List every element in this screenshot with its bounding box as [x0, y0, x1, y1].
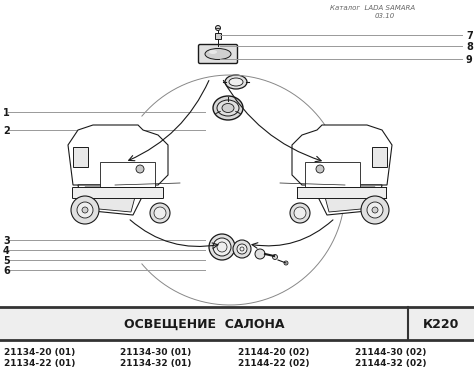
Text: 4: 4: [3, 246, 10, 256]
Circle shape: [77, 202, 93, 218]
Circle shape: [294, 207, 306, 219]
Circle shape: [209, 234, 235, 260]
Text: 21144-20 (02): 21144-20 (02): [238, 348, 310, 357]
Ellipse shape: [225, 75, 247, 89]
Circle shape: [233, 240, 251, 258]
Ellipse shape: [205, 48, 231, 59]
Text: ОСВЕЩЕНИЕ  САЛОНА: ОСВЕЩЕНИЕ САЛОНА: [124, 318, 284, 331]
Text: 3: 3: [3, 236, 10, 246]
Text: 2: 2: [3, 126, 10, 136]
Text: 21134-30 (01): 21134-30 (01): [120, 348, 191, 357]
Circle shape: [372, 207, 378, 213]
Text: К220: К220: [423, 318, 459, 331]
Text: 1: 1: [3, 108, 10, 118]
Circle shape: [216, 25, 220, 31]
Text: 21144-30 (02): 21144-30 (02): [355, 348, 427, 357]
FancyBboxPatch shape: [73, 187, 164, 198]
Circle shape: [136, 165, 144, 173]
Circle shape: [71, 196, 99, 224]
Circle shape: [255, 249, 265, 259]
Text: 21144-22 (02): 21144-22 (02): [238, 359, 310, 368]
Text: 21144-32 (02): 21144-32 (02): [355, 359, 427, 368]
Circle shape: [154, 207, 166, 219]
Polygon shape: [78, 185, 143, 215]
Circle shape: [290, 203, 310, 223]
Bar: [305, 162, 360, 187]
Text: 9: 9: [466, 55, 473, 65]
Polygon shape: [292, 125, 392, 185]
Text: Каталог  LADA SAMARA: Каталог LADA SAMARA: [330, 5, 415, 11]
Ellipse shape: [222, 104, 234, 113]
Bar: [73, 147, 88, 167]
Bar: [215, 33, 221, 39]
Circle shape: [284, 261, 288, 265]
Polygon shape: [317, 185, 382, 215]
Ellipse shape: [217, 100, 239, 116]
Circle shape: [273, 254, 277, 260]
Circle shape: [213, 238, 231, 256]
Polygon shape: [68, 125, 168, 185]
Text: 21134-20 (01): 21134-20 (01): [4, 348, 75, 357]
Circle shape: [237, 244, 247, 254]
Text: 03.10: 03.10: [375, 13, 395, 19]
Polygon shape: [325, 187, 375, 212]
Circle shape: [82, 207, 88, 213]
Circle shape: [367, 202, 383, 218]
Text: 8: 8: [466, 42, 473, 52]
Bar: [0, 307, 474, 340]
Bar: [100, 162, 155, 187]
Circle shape: [316, 165, 324, 173]
Circle shape: [150, 203, 170, 223]
Text: 5: 5: [3, 256, 10, 266]
Text: 6: 6: [3, 266, 10, 276]
Polygon shape: [85, 187, 135, 212]
Text: 21134-32 (01): 21134-32 (01): [120, 359, 191, 368]
Bar: [372, 147, 387, 167]
Text: 7: 7: [466, 31, 473, 41]
FancyBboxPatch shape: [297, 187, 387, 198]
Ellipse shape: [213, 96, 243, 120]
Circle shape: [361, 196, 389, 224]
Text: 21134-22 (01): 21134-22 (01): [4, 359, 75, 368]
Ellipse shape: [209, 50, 217, 54]
FancyBboxPatch shape: [199, 45, 237, 64]
Ellipse shape: [229, 78, 243, 86]
